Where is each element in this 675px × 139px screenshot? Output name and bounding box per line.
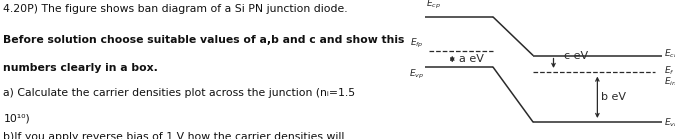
Text: $E_{vp}$: $E_{vp}$: [409, 68, 424, 81]
Text: numbers clearly in a box.: numbers clearly in a box.: [3, 63, 158, 73]
Text: a eV: a eV: [459, 54, 484, 64]
Text: $E_{vn}$: $E_{vn}$: [664, 116, 675, 129]
Text: $E_{cn}$: $E_{cn}$: [664, 48, 675, 60]
Text: $E_{in}$: $E_{in}$: [664, 76, 675, 88]
Text: $E_{f}$: $E_{f}$: [664, 65, 674, 77]
Text: a) Calculate the carrier densities plot across the junction (nᵢ=1.5: a) Calculate the carrier densities plot …: [3, 88, 356, 98]
Text: b)If you apply reverse bias of 1 V how the carrier densities will: b)If you apply reverse bias of 1 V how t…: [3, 132, 345, 139]
Text: b eV: b eV: [601, 92, 626, 102]
Text: 4.20P) The figure shows ban diagram of a Si PN junction diode.: 4.20P) The figure shows ban diagram of a…: [3, 4, 348, 14]
Text: $E_{cp}$: $E_{cp}$: [426, 0, 441, 11]
Text: c eV: c eV: [564, 51, 588, 61]
Text: 10¹⁰): 10¹⁰): [3, 114, 30, 124]
Text: Before solution choose suitable values of a,b and c and show this: Before solution choose suitable values o…: [3, 35, 405, 45]
Text: $E_{fp}$: $E_{fp}$: [410, 37, 424, 50]
